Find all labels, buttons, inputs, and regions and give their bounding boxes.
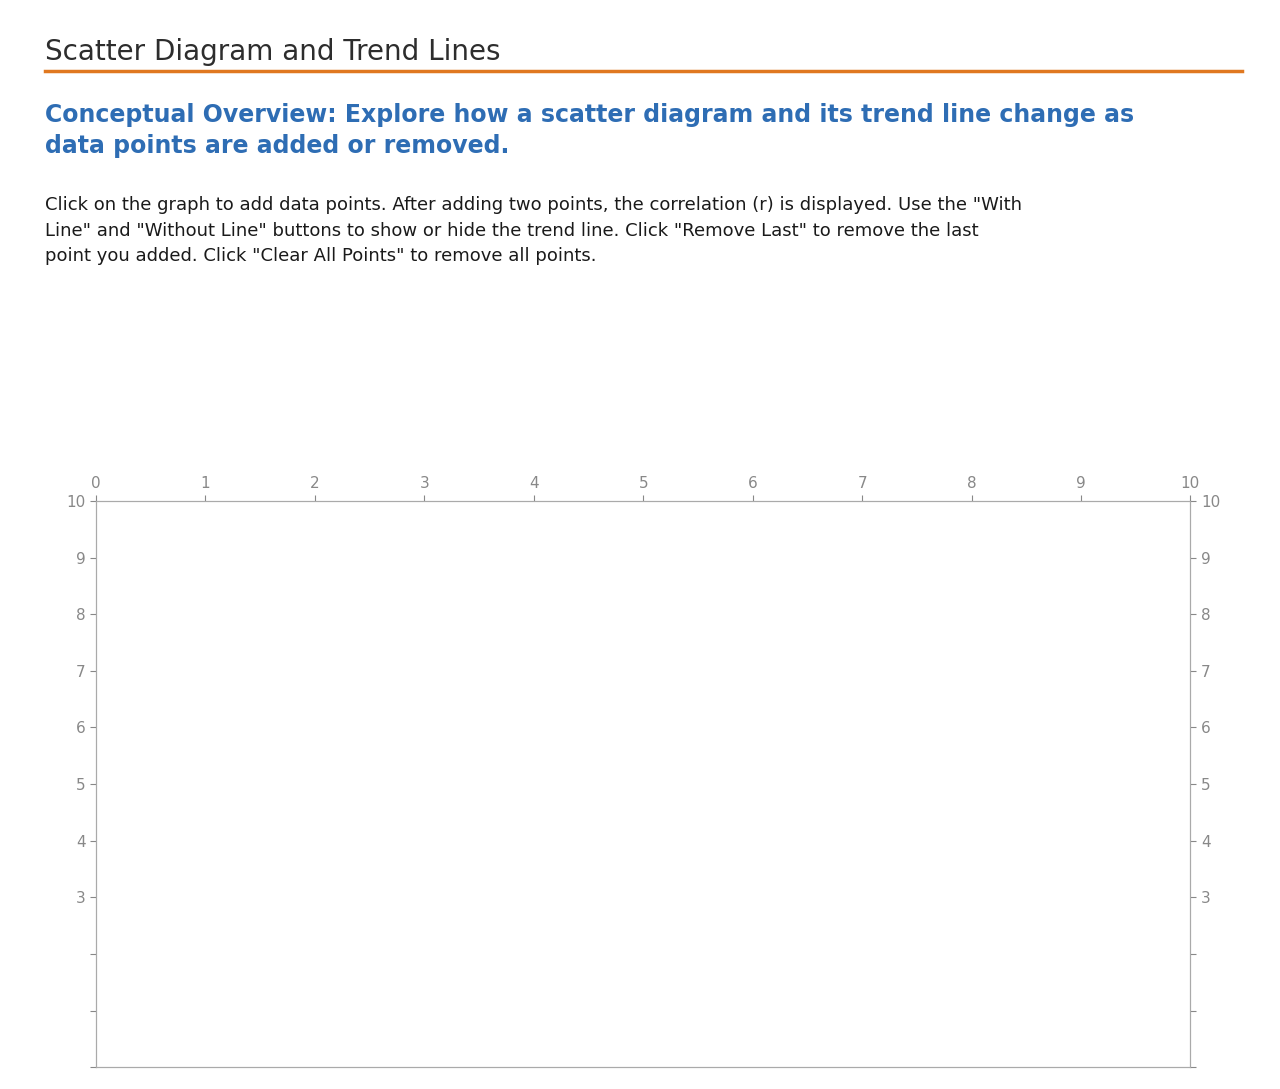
Text: Scatter Diagram and Trend Lines: Scatter Diagram and Trend Lines xyxy=(45,38,500,66)
Text: Conceptual Overview: Explore how a scatter diagram and its trend line change as
: Conceptual Overview: Explore how a scatt… xyxy=(45,103,1134,158)
Text: Click on the graph to add data points. After adding two points, the correlation : Click on the graph to add data points. A… xyxy=(45,196,1021,266)
